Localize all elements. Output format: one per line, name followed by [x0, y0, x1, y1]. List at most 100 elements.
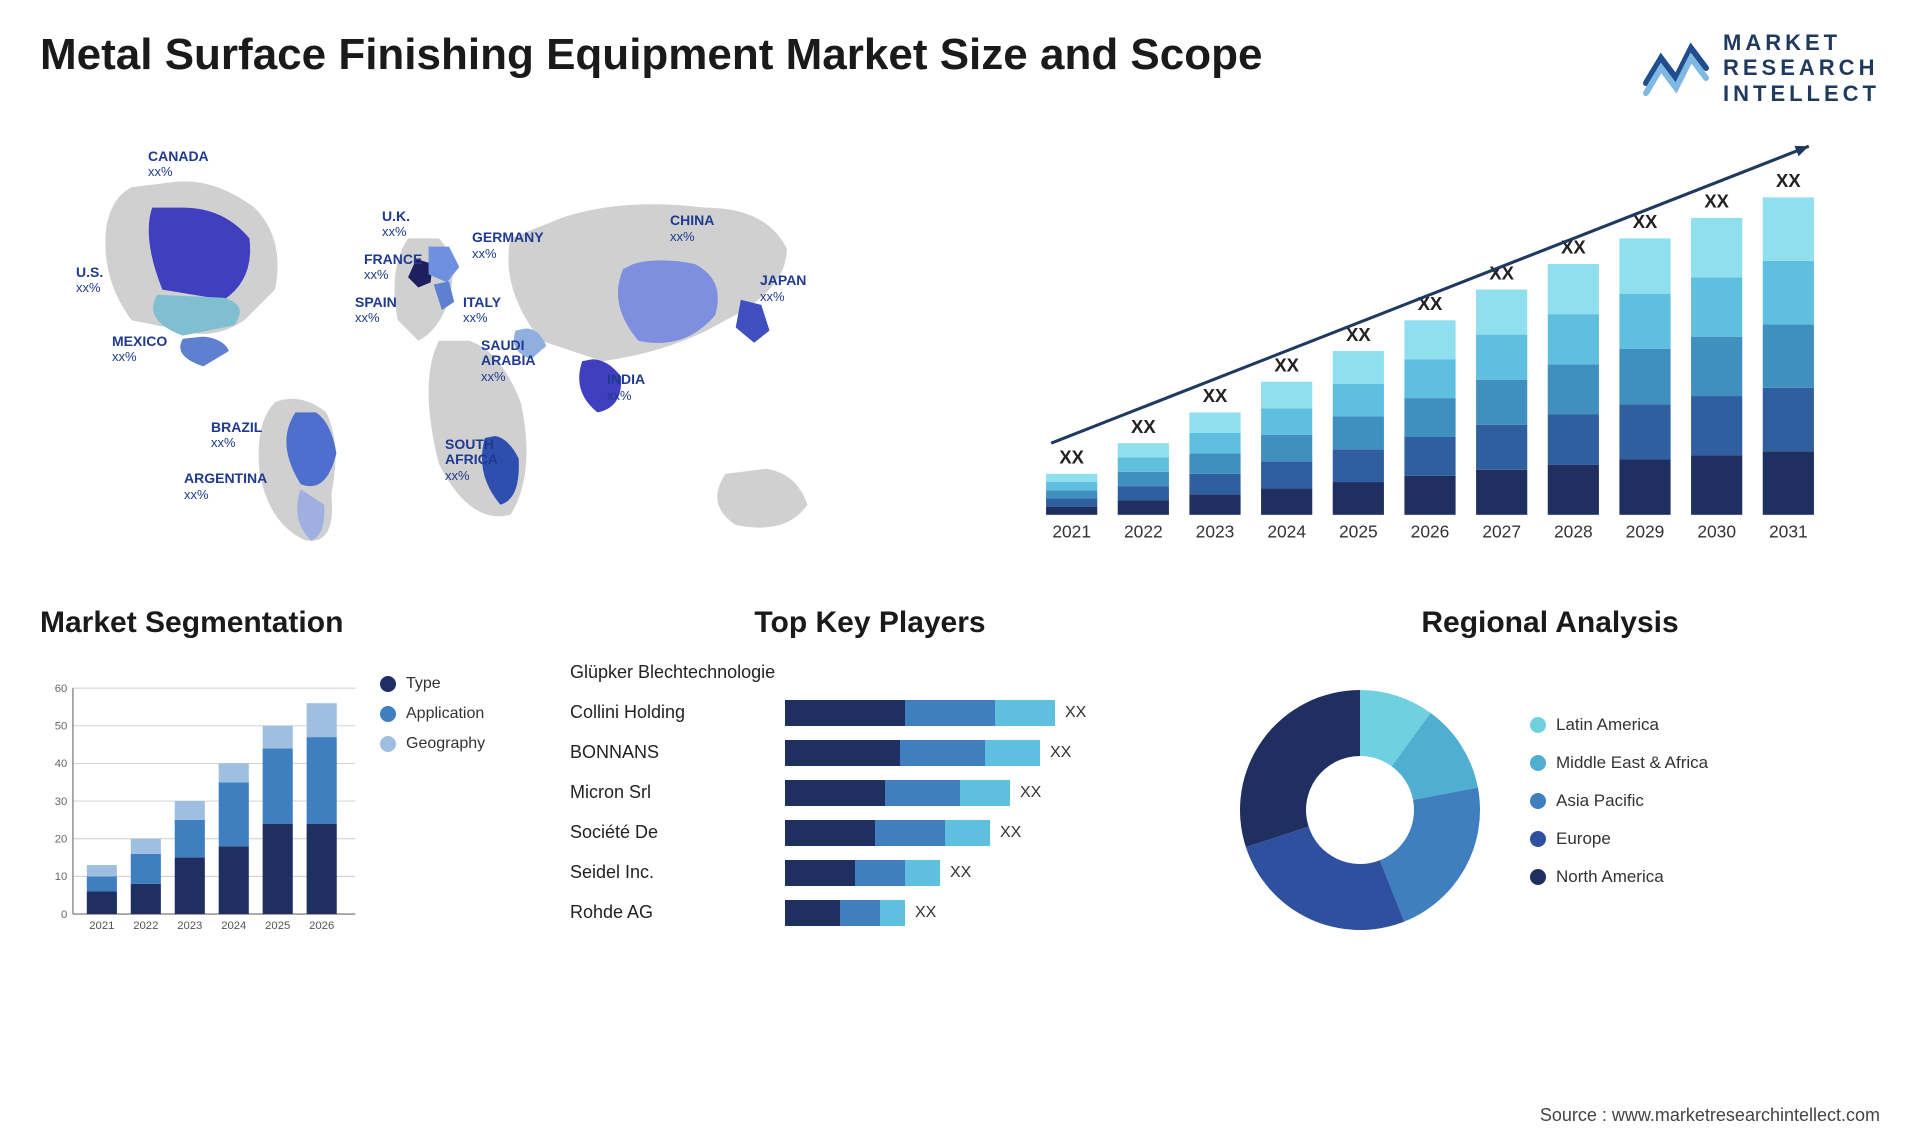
seg-bar-seg: [131, 854, 161, 884]
forecast-bar-label: XX: [1131, 416, 1156, 437]
legend-label: Middle East & Africa: [1556, 753, 1708, 773]
forecast-bar-seg: [1118, 500, 1169, 514]
svg-text:2023: 2023: [177, 920, 202, 932]
map-label: SPAINxx%: [355, 295, 397, 326]
forecast-bar-label: XX: [1203, 385, 1228, 406]
forecast-bar-seg: [1476, 380, 1527, 425]
forecast-bar-seg: [1118, 457, 1169, 471]
legend-swatch: [1530, 793, 1546, 809]
forecast-year-label: 2026: [1411, 521, 1450, 541]
donut-wrap: [1220, 670, 1500, 950]
forecast-bar-seg: [1691, 218, 1742, 277]
key-player-value: XX: [915, 904, 936, 922]
forecast-bar-seg: [1261, 435, 1312, 462]
forecast-bar-seg: [1619, 294, 1670, 349]
forecast-bar-seg: [1548, 314, 1599, 364]
key-player-name: Collini Holding: [570, 702, 785, 723]
seg-bar-seg: [87, 876, 117, 891]
forecast-bar-label: XX: [1776, 170, 1801, 191]
forecast-bar-seg: [1404, 437, 1455, 476]
map-label: FRANCExx%: [364, 252, 422, 283]
svg-text:40: 40: [55, 758, 68, 770]
segmentation-legend: TypeApplicationGeography: [380, 655, 520, 966]
svg-text:0: 0: [61, 909, 67, 921]
key-player-name: Rohde AG: [570, 902, 785, 923]
forecast-bar-seg: [1404, 320, 1455, 359]
regional-body: Latin America Middle East & Africa Asia Pa…: [1220, 655, 1880, 966]
key-player-bar-seg: [785, 860, 855, 886]
key-player-bar-seg: [840, 900, 880, 926]
seg-bar-seg: [307, 824, 337, 914]
key-player-value: XX: [1065, 704, 1086, 722]
map-label: BRAZILxx%: [211, 420, 262, 451]
forecast-bar-seg: [1548, 264, 1599, 314]
key-player-value: XX: [1000, 824, 1021, 842]
bottom-row: Market Segmentation 0102030405060 202120…: [40, 606, 1880, 966]
forecast-bar-seg: [1189, 474, 1240, 494]
forecast-bar-label: XX: [1059, 447, 1084, 468]
legend-item: North America: [1530, 867, 1880, 887]
forecast-bar-seg: [1404, 359, 1455, 398]
seg-bar-seg: [175, 820, 205, 858]
legend-swatch: [1530, 869, 1546, 885]
svg-text:2026: 2026: [309, 920, 334, 932]
forecast-bar-seg: [1619, 238, 1670, 293]
key-player-bar: [785, 780, 1010, 806]
forecast-bar-seg: [1333, 351, 1384, 384]
svg-text:20: 20: [55, 833, 68, 845]
forecast-bar-label: XX: [1704, 191, 1729, 212]
key-player-bar-seg: [785, 900, 840, 926]
forecast-bar-seg: [1476, 335, 1527, 380]
legend-item: Asia Pacific: [1530, 791, 1880, 811]
key-player-bar-seg: [905, 700, 995, 726]
forecast-year-label: 2022: [1124, 521, 1163, 541]
forecast-bar-seg: [1046, 490, 1097, 498]
svg-text:30: 30: [55, 796, 68, 808]
key-player-bar-seg: [785, 780, 885, 806]
key-player-name: Glüpker Blechtechnologie: [570, 662, 785, 683]
forecast-year-label: 2030: [1697, 521, 1736, 541]
map-label: SAUDIARABIAxx%: [481, 338, 535, 384]
forecast-bar-seg: [1333, 449, 1384, 482]
forecast-bar-seg: [1691, 396, 1742, 455]
svg-text:60: 60: [55, 683, 68, 695]
forecast-bar-seg: [1548, 465, 1599, 515]
key-player-name: Seidel Inc.: [570, 862, 785, 883]
donut-chart: [1220, 670, 1500, 950]
segmentation-chart: 0102030405060 202120222023202420252026: [40, 655, 360, 966]
regional-title: Regional Analysis: [1220, 606, 1880, 640]
logo-line2: RESEARCH: [1723, 55, 1880, 80]
header: Metal Surface Finishing Equipment Market…: [40, 30, 1880, 106]
key-players-rows: Glüpker Blechtechnologie Collini Holding X…: [570, 655, 1170, 935]
key-player-value: XX: [1050, 744, 1071, 762]
segmentation-title: Market Segmentation: [40, 606, 520, 640]
seg-bar-seg: [131, 884, 161, 914]
key-player-bar-seg: [855, 860, 905, 886]
legend-swatch: [1530, 717, 1546, 733]
key-player-bar-seg: [880, 900, 905, 926]
svg-text:2022: 2022: [133, 920, 158, 932]
map-label: CANADAxx%: [148, 149, 209, 180]
key-players-title: Top Key Players: [570, 606, 1170, 640]
legend-label: Application: [406, 705, 484, 723]
svg-text:50: 50: [55, 720, 68, 732]
seg-bar-seg: [307, 703, 337, 737]
key-player-row: Rohde AG XX: [570, 895, 1170, 931]
forecast-bar-label: XX: [1274, 354, 1299, 375]
map-label: CHINAxx%: [670, 213, 714, 244]
key-player-row: Société DeXX: [570, 815, 1170, 851]
logo-line3: INTELLECT: [1723, 81, 1880, 106]
legend-label: Latin America: [1556, 715, 1659, 735]
seg-bar-seg: [263, 824, 293, 914]
forecast-bar-seg: [1261, 408, 1312, 435]
key-player-row: Seidel Inc.XX: [570, 855, 1170, 891]
forecast-year-label: 2029: [1626, 521, 1665, 541]
regional-legend: Latin America Middle East & Africa Asia Pa…: [1530, 715, 1880, 905]
forecast-year-label: 2031: [1769, 521, 1808, 541]
forecast-bar-seg: [1261, 488, 1312, 515]
forecast-bar-seg: [1046, 498, 1097, 506]
regional-panel: Regional Analysis Latin America Middle Ea…: [1220, 606, 1880, 966]
forecast-year-label: 2021: [1052, 521, 1091, 541]
forecast-bar-seg: [1189, 494, 1240, 514]
key-player-bar-seg: [785, 820, 875, 846]
